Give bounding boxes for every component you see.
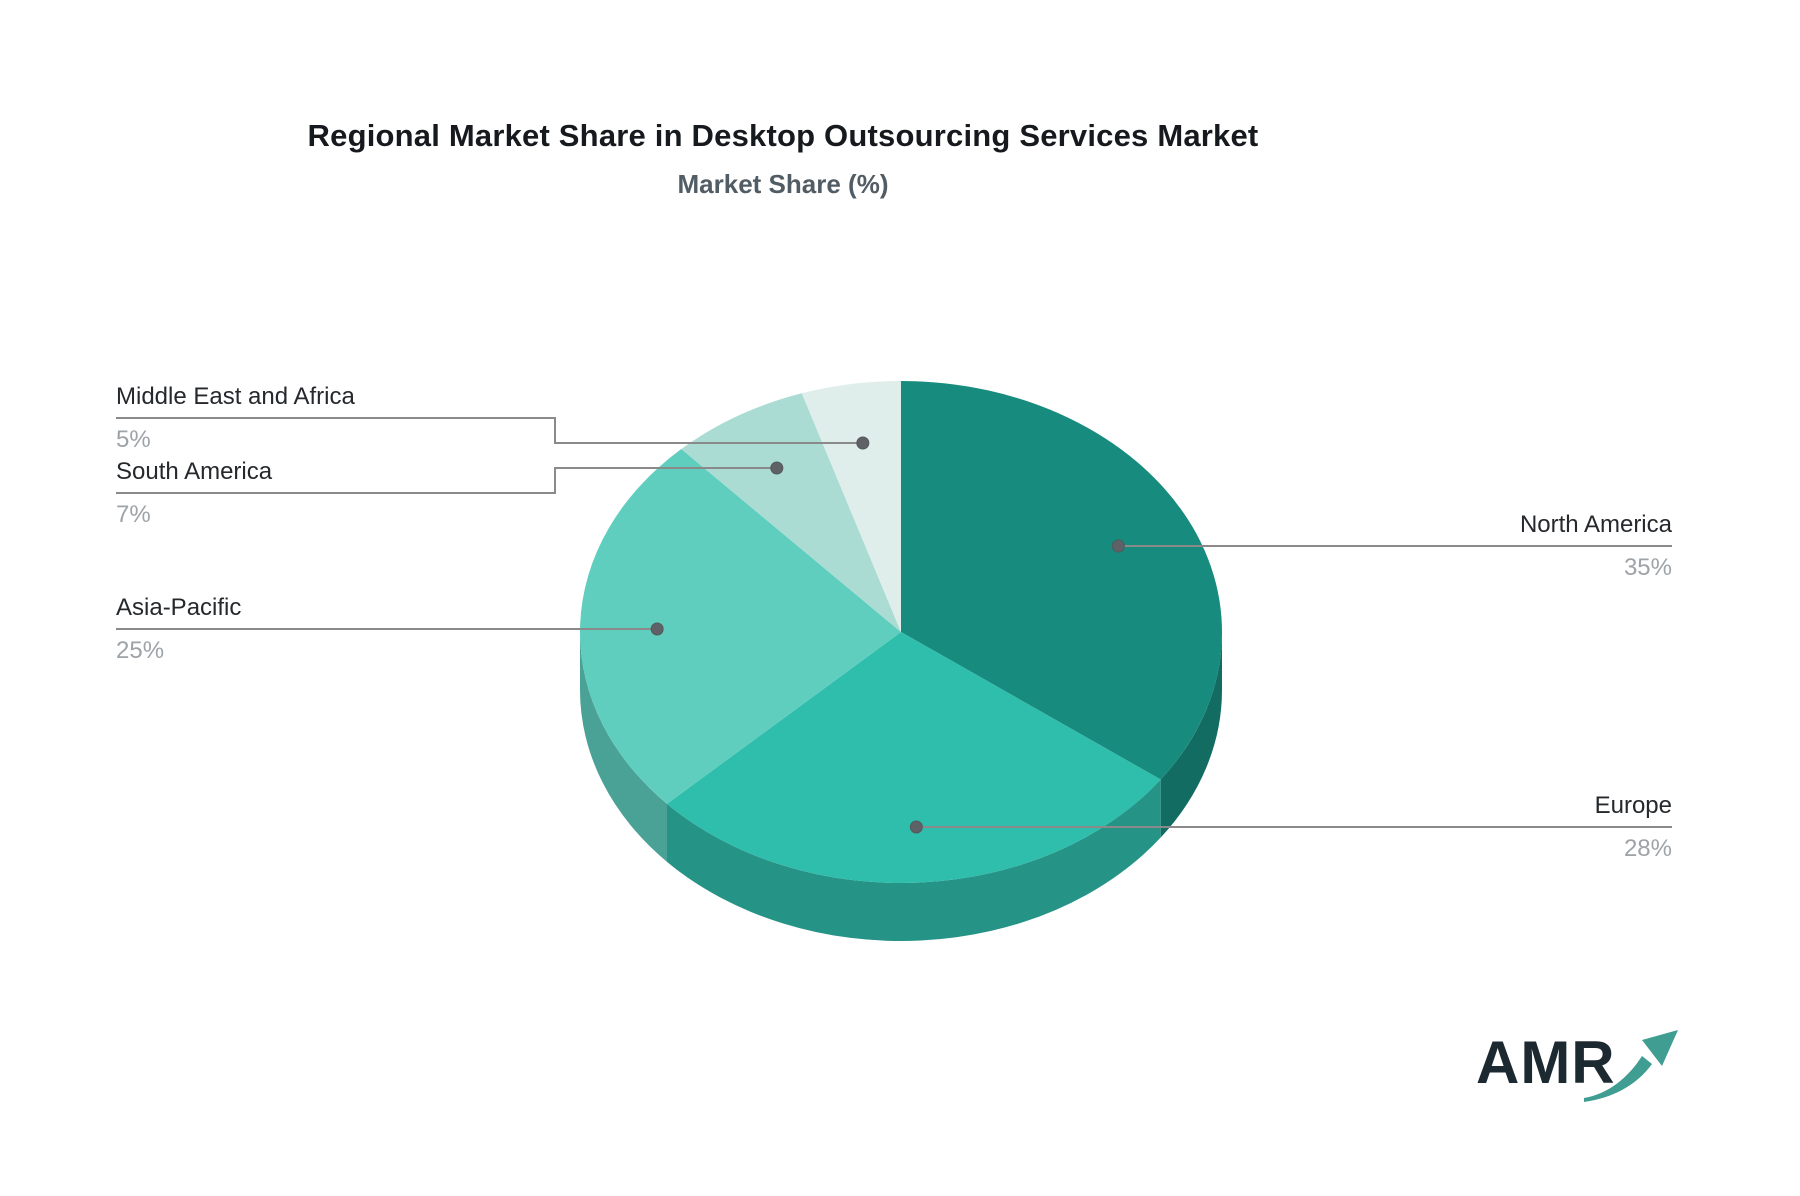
leader-dot-south-america — [770, 461, 784, 475]
pie-slice-europe[interactable] — [667, 632, 1161, 884]
slice-label-south-america: South America — [116, 458, 273, 485]
pie-slice-south-america[interactable] — [681, 393, 901, 632]
leader-dot-europe — [909, 820, 923, 834]
pie-slice-side-north-america — [1160, 632, 1222, 838]
slice-percent-north-america: 35% — [1623, 554, 1672, 581]
pie-slice-north-america[interactable] — [901, 381, 1222, 780]
leader-dot-middle-east-and-africa — [856, 436, 870, 450]
pie-slice-side-asia-pacific — [580, 632, 668, 862]
chart-title: Regional Market Share in Desktop Outsour… — [307, 118, 1259, 153]
pie-slice-asia-pacific[interactable] — [580, 449, 901, 804]
slice-percent-europe: 28% — [1623, 835, 1672, 862]
chart-subtitle: Market Share (%) — [677, 169, 889, 199]
slice-label-asia-pacific: Asia-Pacific — [116, 594, 242, 621]
amr-logo: AMR — [1476, 1022, 1678, 1112]
slice-percent-asia-pacific: 25% — [116, 637, 165, 664]
leader-dot-north-america — [1111, 539, 1125, 553]
slice-percent-middle-east-and-africa: 5% — [116, 426, 151, 453]
leader-line-south-america — [116, 467, 777, 494]
leader-line-middle-east-and-africa — [116, 417, 863, 444]
amr-logo-text: AMR — [1476, 1029, 1616, 1096]
slice-percent-south-america: 7% — [116, 501, 151, 528]
slice-label-middle-east-and-africa: Middle East and Africa — [116, 383, 355, 410]
slice-label-north-america: North America — [1519, 511, 1672, 538]
pie-slice-side-europe — [667, 779, 1161, 942]
slice-label-europe: Europe — [1594, 792, 1672, 819]
leader-dot-asia-pacific — [650, 622, 664, 636]
growth-arrow-icon — [1584, 1030, 1678, 1102]
